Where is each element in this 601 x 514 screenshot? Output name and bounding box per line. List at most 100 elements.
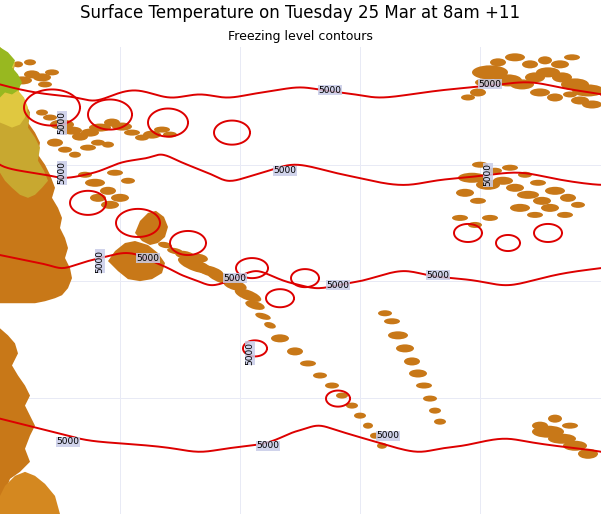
Text: 5000: 5000 [245,342,254,365]
Ellipse shape [548,415,562,423]
Ellipse shape [472,162,488,168]
Polygon shape [0,47,48,198]
Ellipse shape [100,187,116,195]
Ellipse shape [494,75,522,86]
Text: 5000: 5000 [224,273,246,283]
Ellipse shape [101,201,119,209]
Polygon shape [108,241,165,281]
Ellipse shape [102,142,114,148]
Ellipse shape [62,126,82,135]
Ellipse shape [502,164,518,171]
Ellipse shape [264,322,276,328]
Ellipse shape [255,313,271,320]
Ellipse shape [104,119,120,126]
Ellipse shape [560,194,576,202]
Ellipse shape [571,202,585,208]
Ellipse shape [396,344,414,353]
Ellipse shape [163,132,177,138]
Ellipse shape [378,310,392,316]
Ellipse shape [510,79,534,89]
Ellipse shape [545,187,565,195]
Ellipse shape [207,271,237,285]
Ellipse shape [107,170,123,176]
Text: 5000: 5000 [427,271,450,280]
Ellipse shape [12,77,32,84]
Text: 5000: 5000 [273,166,296,175]
Ellipse shape [482,215,498,221]
Ellipse shape [38,81,52,87]
Ellipse shape [571,97,589,104]
Polygon shape [0,47,72,303]
Ellipse shape [388,332,408,339]
Ellipse shape [470,88,486,97]
Ellipse shape [24,59,36,65]
Text: 5000: 5000 [319,86,341,95]
Ellipse shape [423,396,437,401]
Polygon shape [135,211,168,245]
Ellipse shape [572,84,601,97]
Ellipse shape [506,184,524,192]
Polygon shape [0,328,35,514]
Ellipse shape [354,413,366,418]
Ellipse shape [143,131,161,139]
Ellipse shape [85,179,105,187]
Ellipse shape [154,126,170,133]
Ellipse shape [287,347,303,355]
Ellipse shape [135,135,149,141]
Ellipse shape [167,248,183,254]
Text: 5000: 5000 [326,281,350,290]
Ellipse shape [578,449,598,459]
Ellipse shape [505,53,525,61]
Ellipse shape [45,69,59,76]
Ellipse shape [582,100,601,108]
Ellipse shape [452,215,468,221]
Ellipse shape [525,72,545,82]
Ellipse shape [370,433,380,439]
Ellipse shape [91,140,105,145]
Ellipse shape [346,402,358,409]
Ellipse shape [551,60,569,68]
Ellipse shape [470,198,486,204]
Ellipse shape [563,91,577,98]
Ellipse shape [363,423,373,429]
Ellipse shape [24,70,40,79]
Ellipse shape [536,67,560,78]
Ellipse shape [271,334,289,342]
Ellipse shape [562,423,578,429]
Ellipse shape [58,146,72,153]
Text: 5000: 5000 [376,431,400,440]
Ellipse shape [517,191,539,199]
Text: 5000: 5000 [478,80,501,89]
Ellipse shape [121,178,135,184]
Ellipse shape [563,440,587,451]
Ellipse shape [404,357,420,365]
Ellipse shape [461,95,475,100]
Ellipse shape [175,251,195,260]
Ellipse shape [429,408,441,414]
Ellipse shape [493,177,513,185]
Ellipse shape [548,434,576,444]
Ellipse shape [564,54,580,60]
Ellipse shape [325,382,339,389]
Ellipse shape [300,360,316,366]
Ellipse shape [409,370,427,377]
Ellipse shape [245,301,264,310]
Ellipse shape [89,123,111,132]
Text: 5000: 5000 [257,441,279,450]
Ellipse shape [456,189,474,197]
Ellipse shape [527,212,543,218]
Text: 5000: 5000 [58,161,67,184]
Ellipse shape [538,57,552,64]
Ellipse shape [532,421,548,430]
Ellipse shape [235,288,261,302]
Ellipse shape [111,194,129,202]
Ellipse shape [530,88,550,97]
Ellipse shape [552,72,572,82]
Ellipse shape [112,122,132,131]
Ellipse shape [522,60,538,68]
Ellipse shape [557,212,573,218]
Polygon shape [0,47,22,98]
Text: 5000: 5000 [96,250,105,272]
Text: Freezing level contours: Freezing level contours [228,30,373,43]
Ellipse shape [547,94,563,101]
